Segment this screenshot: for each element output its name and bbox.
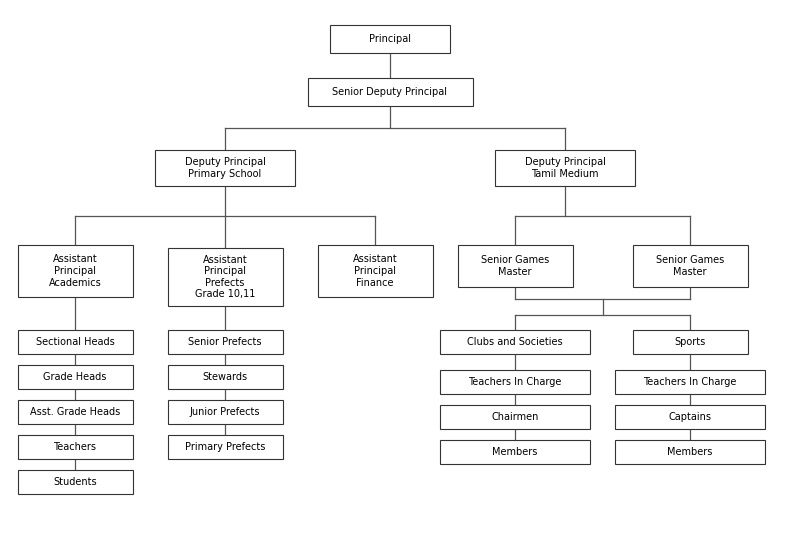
Text: Deputy Principal
Primary School: Deputy Principal Primary School	[185, 157, 266, 179]
Text: Teachers In Charge: Teachers In Charge	[643, 377, 737, 387]
FancyBboxPatch shape	[18, 400, 133, 424]
Text: Senior Games
Master: Senior Games Master	[656, 255, 724, 277]
FancyBboxPatch shape	[440, 440, 590, 464]
FancyBboxPatch shape	[155, 150, 295, 186]
Text: Sectional Heads: Sectional Heads	[36, 337, 114, 347]
Text: Primary Prefects: Primary Prefects	[185, 442, 265, 452]
Text: Clubs and Societies: Clubs and Societies	[467, 337, 563, 347]
Text: Deputy Principal
Tamil Medium: Deputy Principal Tamil Medium	[525, 157, 606, 179]
Text: Chairmen: Chairmen	[491, 412, 538, 422]
FancyBboxPatch shape	[18, 330, 133, 354]
FancyBboxPatch shape	[615, 440, 765, 464]
FancyBboxPatch shape	[18, 435, 133, 459]
FancyBboxPatch shape	[440, 405, 590, 429]
Text: Assistant
Principal
Prefects
Grade 10,11: Assistant Principal Prefects Grade 10,11	[195, 254, 255, 299]
Text: Grade Heads: Grade Heads	[43, 372, 106, 382]
FancyBboxPatch shape	[18, 245, 133, 297]
Text: Junior Prefects: Junior Prefects	[190, 407, 260, 417]
Text: Senior Games
Master: Senior Games Master	[481, 255, 549, 277]
FancyBboxPatch shape	[167, 435, 282, 459]
Text: Students: Students	[53, 477, 97, 487]
FancyBboxPatch shape	[167, 400, 282, 424]
FancyBboxPatch shape	[440, 370, 590, 394]
FancyBboxPatch shape	[633, 330, 747, 354]
Text: Senior Prefects: Senior Prefects	[188, 337, 262, 347]
FancyBboxPatch shape	[18, 365, 133, 389]
FancyBboxPatch shape	[167, 248, 282, 306]
FancyBboxPatch shape	[495, 150, 635, 186]
Text: Teachers: Teachers	[54, 442, 97, 452]
FancyBboxPatch shape	[307, 78, 473, 106]
FancyBboxPatch shape	[633, 245, 747, 287]
FancyBboxPatch shape	[167, 365, 282, 389]
Text: Asst. Grade Heads: Asst. Grade Heads	[30, 407, 120, 417]
Text: Stewards: Stewards	[202, 372, 247, 382]
Text: Teachers In Charge: Teachers In Charge	[468, 377, 562, 387]
Text: Sports: Sports	[674, 337, 706, 347]
FancyBboxPatch shape	[18, 470, 133, 494]
Text: Senior Deputy Principal: Senior Deputy Principal	[333, 87, 447, 97]
Text: Captains: Captains	[669, 412, 711, 422]
Text: Members: Members	[667, 447, 713, 457]
FancyBboxPatch shape	[615, 370, 765, 394]
FancyBboxPatch shape	[615, 405, 765, 429]
FancyBboxPatch shape	[318, 245, 433, 297]
FancyBboxPatch shape	[458, 245, 573, 287]
FancyBboxPatch shape	[167, 330, 282, 354]
Text: Assistant
Principal
Finance: Assistant Principal Finance	[353, 254, 398, 288]
Text: Assistant
Principal
Academics: Assistant Principal Academics	[49, 254, 102, 288]
Text: Members: Members	[492, 447, 538, 457]
FancyBboxPatch shape	[330, 25, 450, 53]
FancyBboxPatch shape	[440, 330, 590, 354]
Text: Principal: Principal	[369, 34, 411, 44]
